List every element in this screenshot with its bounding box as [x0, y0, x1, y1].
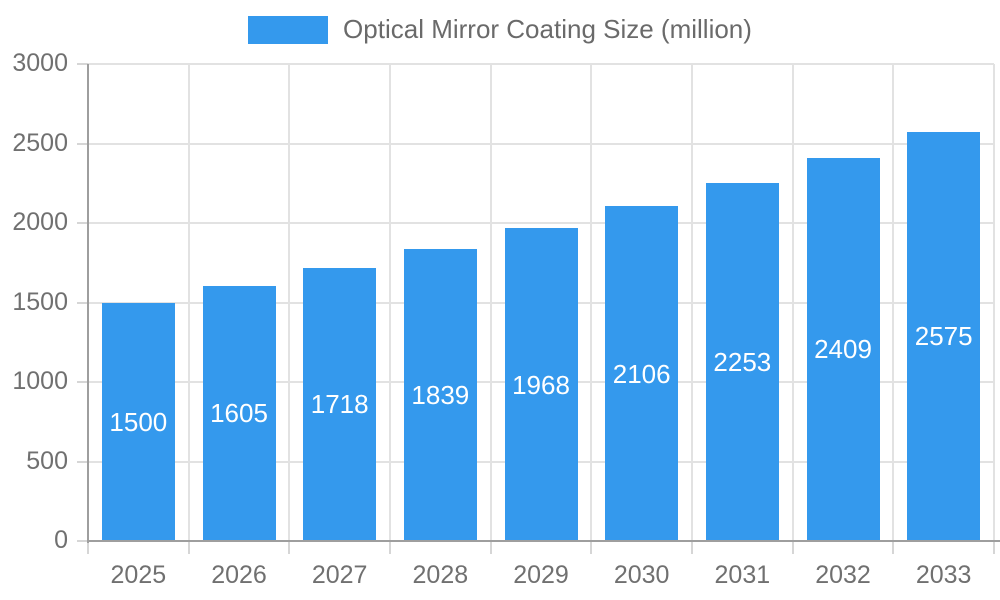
- x-tick-mark: [590, 542, 593, 554]
- x-gridline: [187, 64, 190, 541]
- x-tick-mark: [489, 542, 492, 554]
- bar-value-label: 1718: [310, 389, 369, 420]
- bar-2028[interactable]: [403, 248, 477, 541]
- bar-value-label: 2253: [713, 346, 772, 377]
- y-tick-mark: [77, 142, 88, 145]
- y-tick-mark: [77, 381, 88, 383]
- bar-2025[interactable]: [101, 302, 175, 541]
- x-tick-mark: [691, 542, 693, 554]
- y-tick-mark: [77, 222, 88, 224]
- y-axis-line: [87, 64, 89, 543]
- x-axis-tick-label: 2025: [110, 561, 167, 589]
- x-axis-tick-label: 2032: [815, 561, 871, 589]
- bar-value-label: 2409: [814, 334, 872, 365]
- x-gridline: [590, 64, 593, 541]
- x-gridline: [389, 64, 391, 541]
- bar-value-label: 1968: [512, 369, 570, 400]
- y-axis-tick-label: 2500: [12, 128, 68, 157]
- bar-value-label: 2106: [612, 358, 671, 389]
- bar-2026[interactable]: [202, 285, 276, 541]
- x-axis-tick-label: 2026: [211, 561, 267, 589]
- x-tick-mark: [791, 542, 794, 554]
- x-axis-line: [87, 540, 1000, 542]
- y-tick-mark: [77, 460, 88, 463]
- x-tick-mark: [993, 542, 995, 554]
- x-gridline: [892, 64, 895, 541]
- y-axis-tick-label: 2000: [12, 208, 68, 236]
- y-axis-tick-label: 1500: [12, 287, 68, 316]
- bar-2030[interactable]: [605, 206, 679, 541]
- x-axis-tick-label: 2029: [513, 561, 569, 589]
- bar-2032[interactable]: [806, 157, 880, 541]
- x-gridline: [993, 64, 995, 541]
- x-axis-tick-label: 2028: [412, 561, 469, 589]
- x-tick-mark: [288, 542, 291, 554]
- legend-label: Optical Mirror Coating Size (million): [343, 14, 752, 44]
- bar-2031[interactable]: [705, 182, 779, 541]
- bar-value-label: 1839: [411, 379, 470, 410]
- bar-value-label: 1605: [210, 398, 268, 429]
- x-tick-mark: [389, 542, 391, 554]
- y-tick-mark: [77, 540, 88, 542]
- x-gridline: [288, 64, 291, 541]
- y-axis-tick-label: 3000: [12, 49, 68, 77]
- y-tick-mark: [77, 301, 88, 304]
- x-gridline: [489, 64, 492, 541]
- y-axis-tick-label: 500: [26, 446, 68, 475]
- bar-2027[interactable]: [303, 267, 377, 541]
- x-gridline: [791, 64, 794, 541]
- y-gridline: [88, 63, 994, 65]
- x-axis-tick-label: 2031: [714, 561, 771, 589]
- bar-2029[interactable]: [504, 228, 578, 541]
- y-gridline: [88, 222, 994, 224]
- x-tick-mark: [87, 542, 89, 554]
- x-tick-mark: [187, 542, 190, 554]
- bar-value-label: 1500: [109, 406, 168, 437]
- y-gridline: [88, 142, 994, 145]
- x-gridline: [691, 64, 693, 541]
- legend-color-swatch: [248, 15, 329, 44]
- x-axis-tick-label: 2033: [915, 561, 972, 589]
- x-axis-tick-label: 2027: [311, 561, 368, 589]
- y-axis-tick-label: 0: [54, 526, 68, 554]
- y-axis-tick-label: 1000: [12, 367, 68, 395]
- x-axis-tick-label: 2030: [613, 561, 670, 589]
- x-tick-mark: [892, 542, 895, 554]
- bar-2033[interactable]: [907, 131, 981, 541]
- bar-value-label: 2575: [914, 321, 973, 352]
- chart-legend[interactable]: Optical Mirror Coating Size (million): [0, 14, 1000, 45]
- y-tick-mark: [77, 63, 88, 65]
